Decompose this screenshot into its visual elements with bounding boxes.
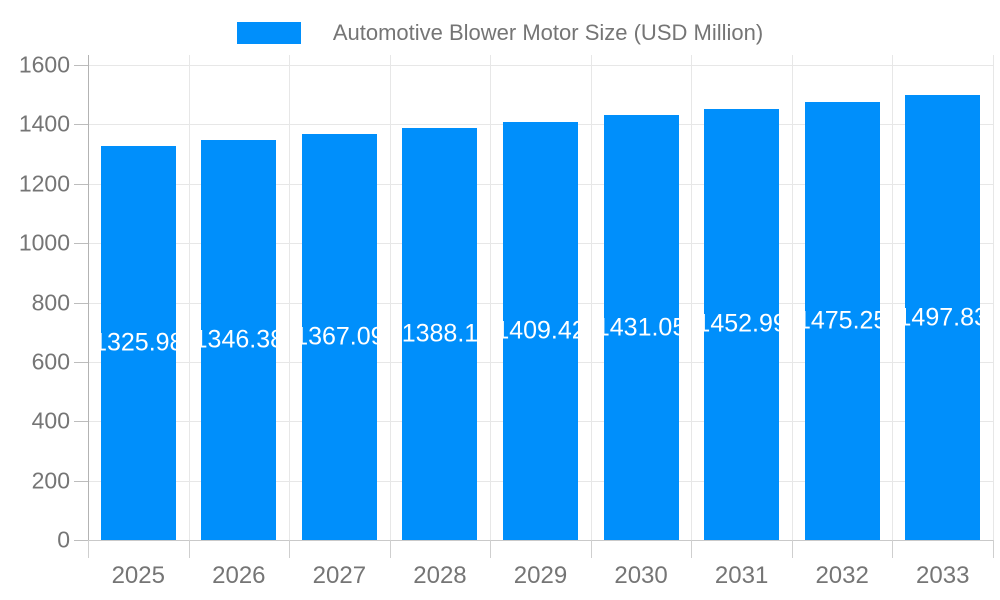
gridline-vertical: [590, 55, 592, 540]
x-axis-tick: [993, 540, 994, 558]
gridline-vertical: [691, 55, 693, 540]
gridline-vertical: [389, 55, 391, 540]
y-axis-tick: [74, 302, 88, 304]
gridline-vertical: [490, 55, 492, 540]
bar-value-label: 1431.05: [595, 313, 687, 342]
bar-value-label: 1388.1: [401, 319, 479, 348]
y-axis-tick: [74, 124, 88, 126]
x-axis-category-label: 2029: [513, 562, 568, 589]
x-axis-tick: [188, 540, 190, 558]
x-axis-tick: [691, 540, 693, 558]
bar-2028[interactable]: [402, 127, 478, 540]
bar-2027[interactable]: [301, 134, 377, 540]
x-axis-tick: [389, 540, 391, 558]
x-axis-category-label: 2032: [815, 562, 869, 589]
bar-2025[interactable]: [100, 146, 176, 540]
bar-2031[interactable]: [704, 108, 780, 540]
x-axis-tick: [590, 540, 592, 558]
y-axis-tick-label: 0: [57, 526, 70, 553]
bar-2029[interactable]: [503, 121, 578, 540]
y-axis-tick-label: 800: [31, 289, 70, 315]
x-axis-category-label: 2027: [312, 562, 367, 589]
bar-2026[interactable]: [201, 140, 277, 540]
x-axis-tick: [490, 540, 492, 558]
gridline-vertical: [993, 55, 994, 540]
legend[interactable]: Automotive Blower Motor Size (USD Millio…: [0, 20, 1000, 46]
y-axis-tick: [74, 421, 88, 423]
bar-value-label: 1452.99: [696, 309, 787, 338]
x-axis-category-label: 2031: [714, 562, 769, 589]
x-axis-line: [88, 540, 993, 541]
x-axis-tick: [289, 540, 291, 558]
y-axis-tick: [74, 480, 88, 482]
y-axis-tick: [74, 183, 88, 185]
gridline-vertical: [791, 55, 793, 540]
x-axis-category-label: 2026: [212, 562, 266, 589]
legend-swatch-icon: [236, 22, 301, 44]
y-axis-tick-label: 1000: [18, 229, 70, 256]
bar-value-label: 1367.09: [294, 322, 385, 351]
x-axis-tick: [791, 540, 793, 558]
x-axis-tick: [88, 540, 89, 558]
gridline-horizontal: [88, 65, 993, 66]
bar-value-label: 1497.83: [897, 303, 988, 332]
y-axis-tick-label: 200: [31, 467, 70, 494]
bar-value-label: 1346.38: [193, 325, 285, 354]
y-axis-line: [88, 55, 89, 558]
bar-2030[interactable]: [603, 115, 679, 540]
y-axis-tick: [74, 65, 88, 66]
legend-label: Automotive Blower Motor Size (USD Millio…: [332, 20, 764, 45]
gridline-vertical: [289, 55, 291, 540]
bar-2033[interactable]: [905, 95, 981, 540]
x-axis-tick: [892, 540, 894, 558]
y-axis-tick-label: 600: [31, 348, 70, 375]
y-axis-tick: [74, 243, 88, 245]
y-axis-tick-label: 1600: [18, 51, 70, 78]
y-axis-tick-label: 1200: [18, 170, 70, 197]
gridline-vertical: [188, 55, 190, 540]
bar-value-label: 1325.98: [93, 328, 184, 357]
y-axis-tick-label: 400: [31, 407, 70, 434]
x-axis-category-label: 2033: [916, 562, 970, 589]
bar-value-label: 1409.42: [495, 316, 586, 345]
bar-value-label: 1475.25: [796, 306, 888, 335]
y-axis-tick: [74, 540, 88, 541]
gridline-vertical: [892, 55, 894, 540]
y-axis-tick-label: 1400: [18, 110, 70, 137]
y-axis-tick: [74, 361, 88, 363]
bar-2032[interactable]: [804, 102, 880, 540]
x-axis-category-label: 2028: [413, 562, 467, 589]
x-axis-category-label: 2030: [614, 562, 668, 589]
x-axis-category-label: 2025: [111, 562, 165, 589]
